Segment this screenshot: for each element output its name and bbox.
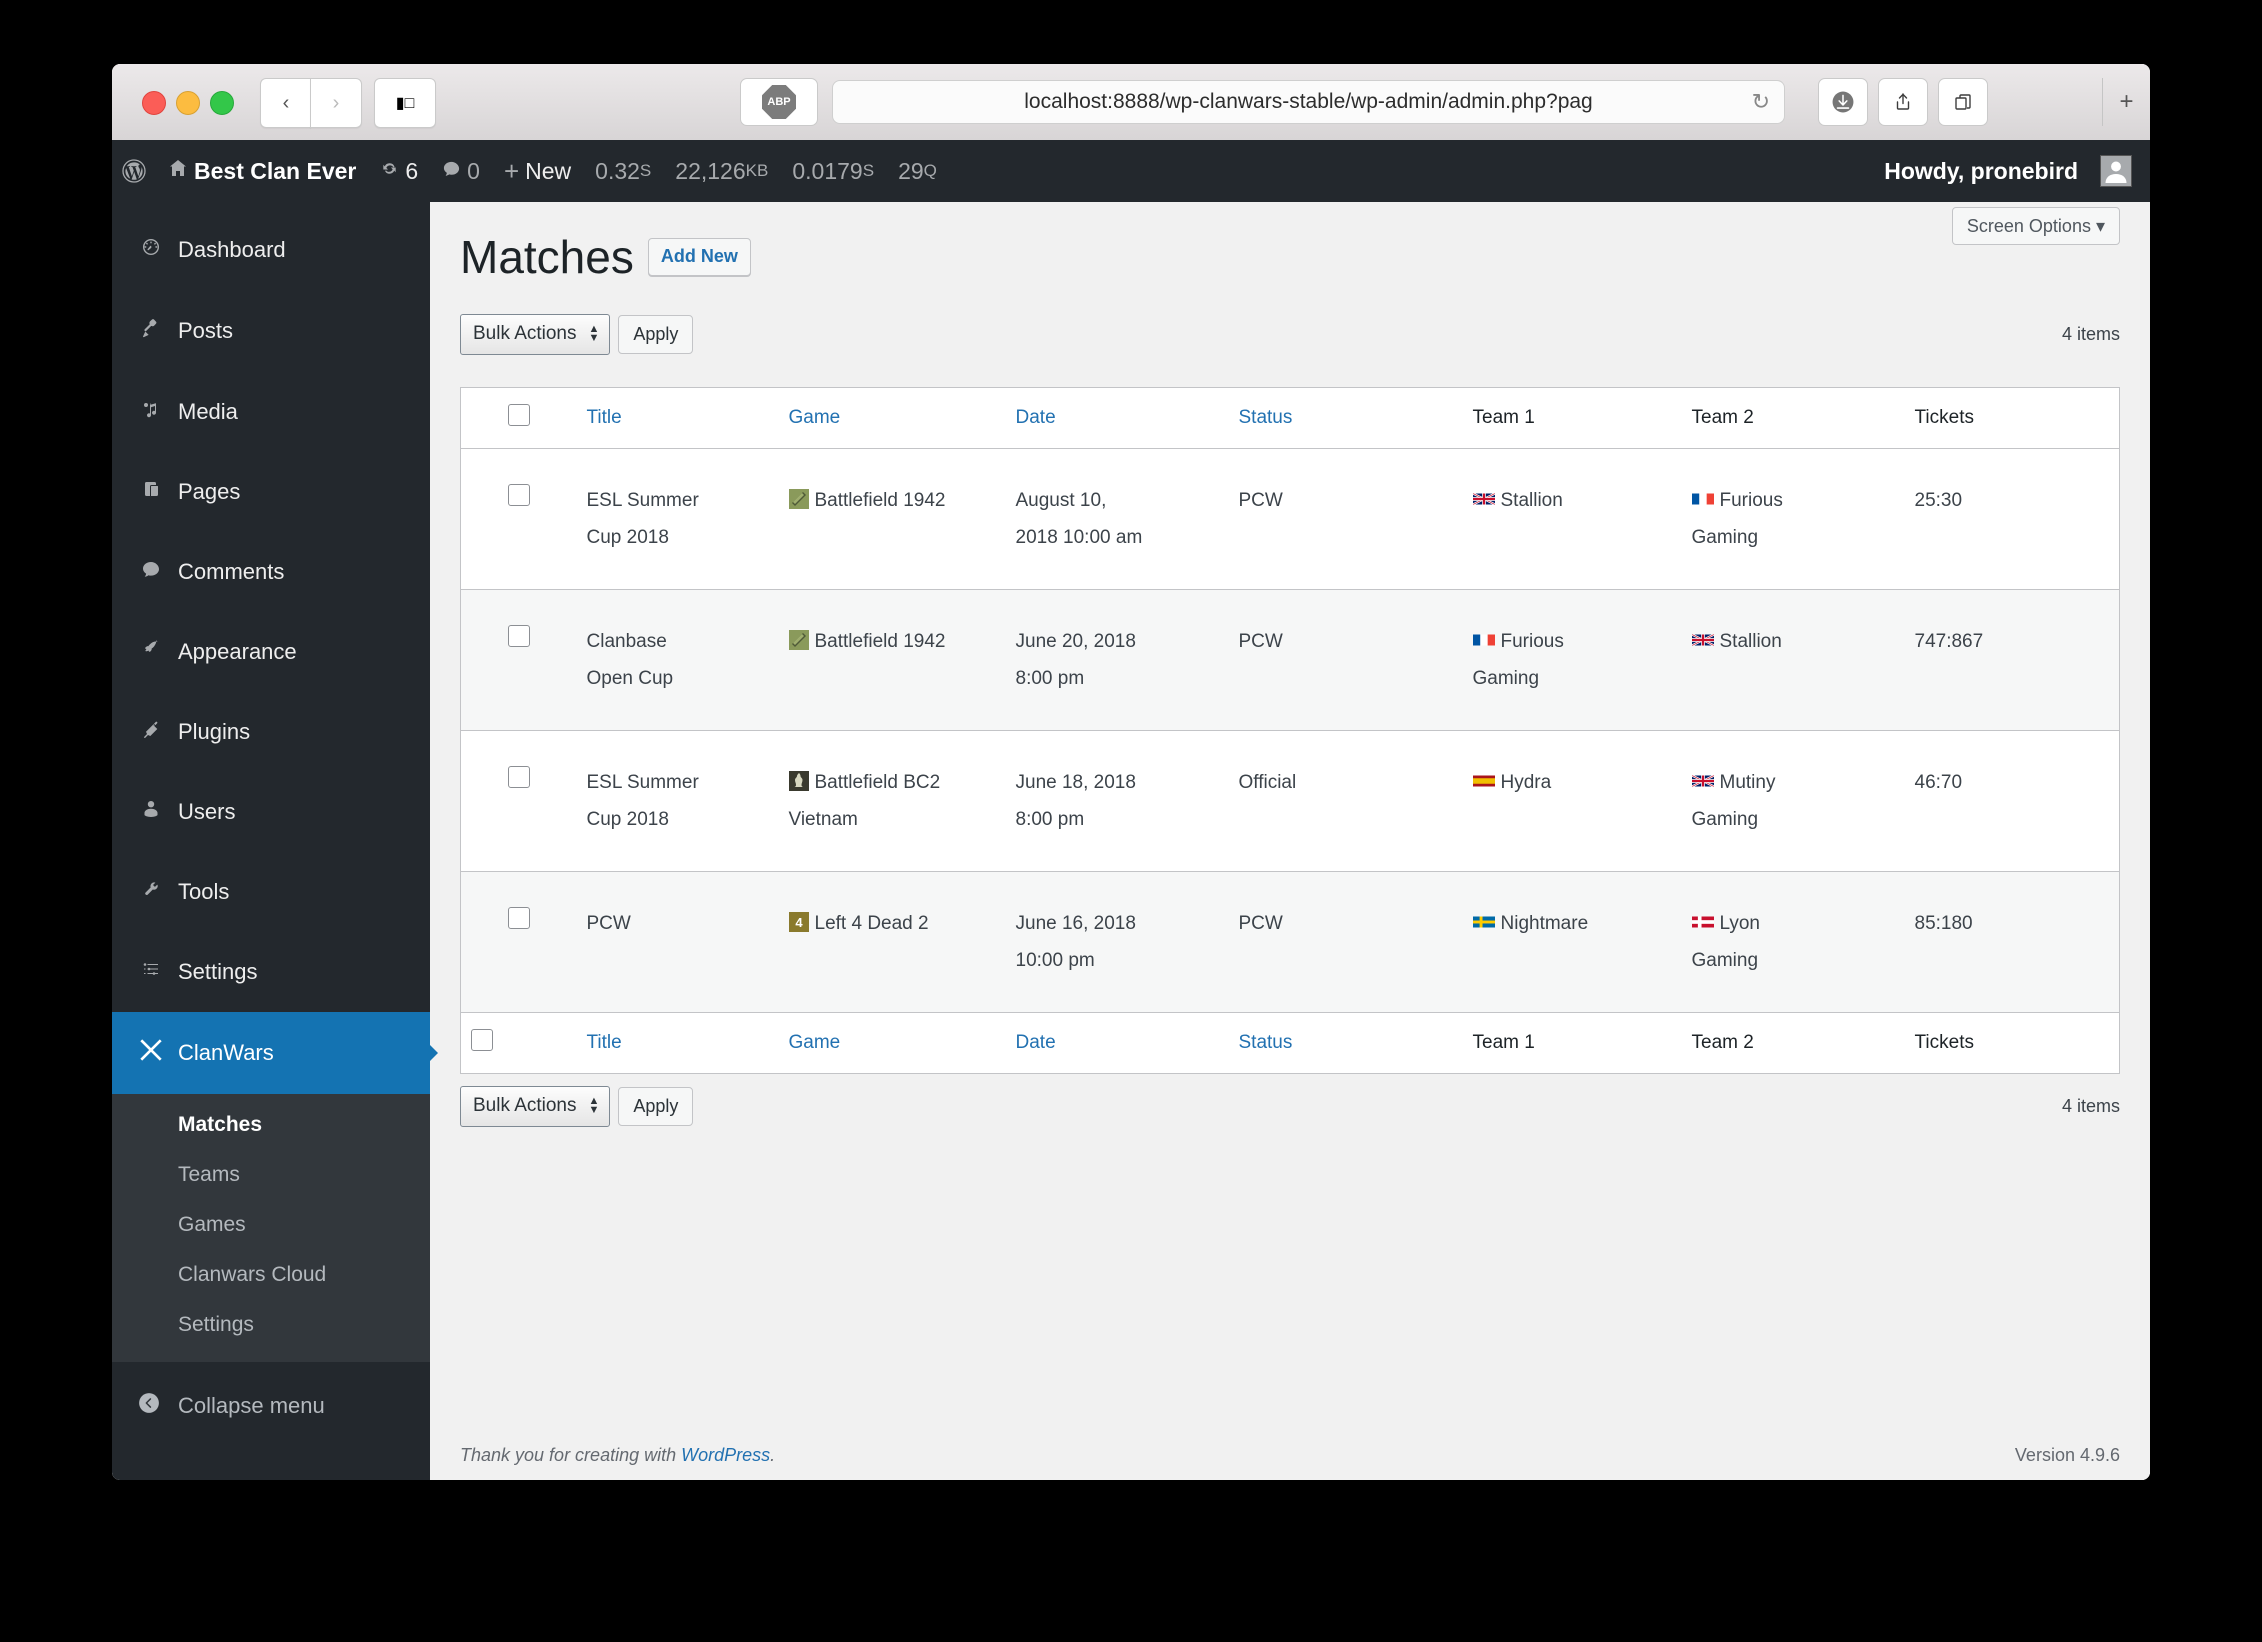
svg-text:4: 4 [795, 915, 803, 930]
